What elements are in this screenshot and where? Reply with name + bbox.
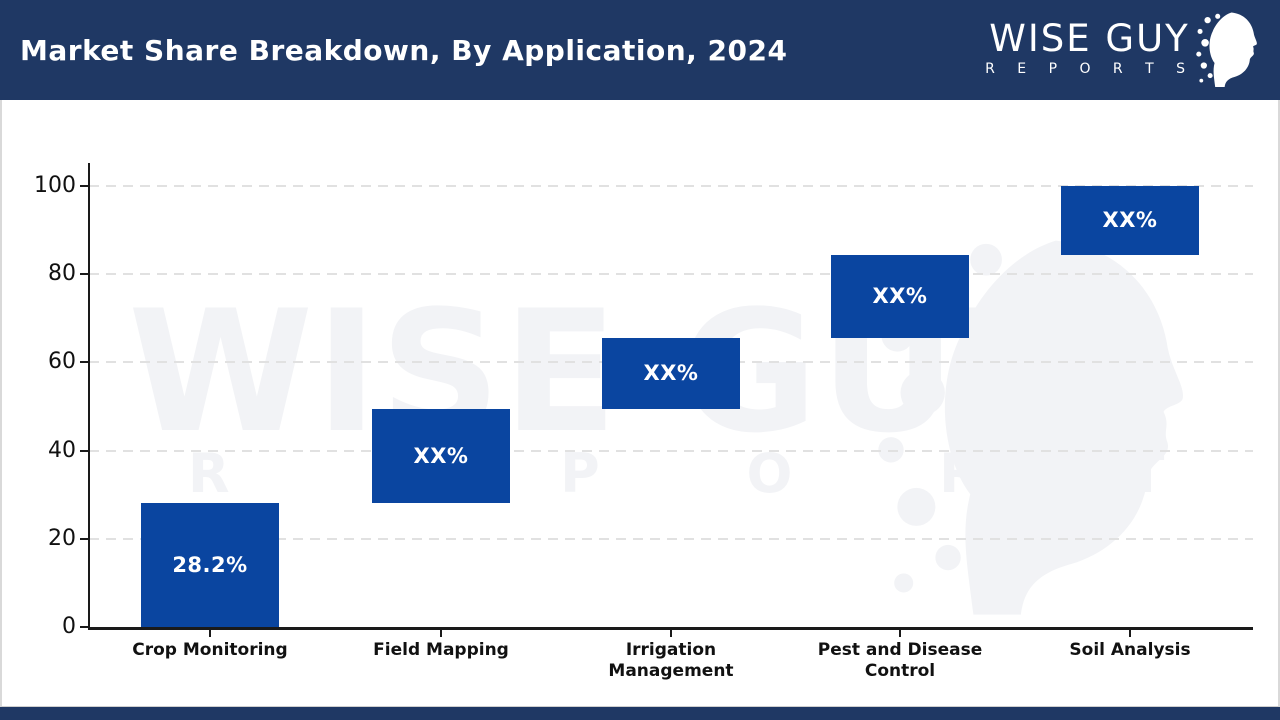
x-tick-mark-1: [440, 630, 442, 637]
y-tick-label-40: 40: [48, 437, 76, 463]
x-category-label: Field Mapping: [373, 640, 509, 660]
x-tick-mark-4: [1129, 630, 1131, 637]
y-tick-label-0: 0: [62, 614, 76, 639]
bar-soil-analysis: XX%: [1061, 186, 1199, 255]
gridline-80: [89, 273, 1253, 276]
y-tick-mark-20: [80, 537, 88, 540]
x-tick-mark-3: [899, 630, 901, 637]
y-tick-mark-100: [80, 185, 88, 187]
x-tick-mark-2: [670, 630, 672, 637]
header-bar: Market Share Breakdown, By Application, …: [0, 0, 1280, 100]
y-tick-mark-60: [80, 361, 88, 364]
logo-wordmark-line1: WISE GUY: [989, 17, 1190, 60]
logo-wordmark-line2: R E P O R T S: [985, 60, 1194, 77]
footer-bar: [0, 707, 1280, 720]
y-tick-label-100: 100: [34, 173, 76, 198]
x-category-label: Pest and Disease Control: [817, 640, 983, 681]
y-tick-mark-0: [80, 626, 88, 628]
gridline-100: [89, 185, 1253, 187]
gridline-20: [89, 537, 1253, 540]
x-axis-line: [88, 627, 1253, 630]
bar-field-mapping: XX%: [372, 408, 510, 503]
x-category-label: Crop Monitoring: [132, 640, 288, 660]
bar-value-label: XX%: [1102, 208, 1158, 233]
y-axis-line: [88, 163, 90, 629]
logo-head-icon: [1195, 12, 1257, 87]
bar-crop-monitoring: 28.2%: [141, 502, 279, 627]
bar-pest-and-disease-control: XX%: [831, 254, 969, 338]
y-tick-label-20: 20: [48, 525, 76, 551]
y-tick-label-80: 80: [48, 261, 76, 287]
bar-value-label: 28.2%: [172, 552, 248, 577]
y-tick-mark-80: [80, 273, 88, 276]
bar-irrigation-management: XX%: [602, 337, 740, 409]
y-tick-mark-40: [80, 449, 88, 452]
bar-value-label: XX%: [413, 443, 469, 468]
logo-wordmark: WISE GUY R E P O R T S: [985, 17, 1194, 77]
bar-value-label: XX%: [643, 361, 699, 386]
x-tick-mark-0: [209, 630, 211, 637]
wise-guy-reports-logo: WISE GUY R E P O R T S: [976, 6, 1266, 96]
bar-value-label: XX%: [872, 284, 928, 309]
x-category-label: Soil Analysis: [1069, 640, 1191, 660]
gridline-40: [89, 449, 1253, 452]
page-title: Market Share Breakdown, By Application, …: [20, 33, 788, 67]
y-tick-label-60: 60: [48, 349, 76, 375]
x-category-label: Irrigation Management: [608, 640, 734, 681]
